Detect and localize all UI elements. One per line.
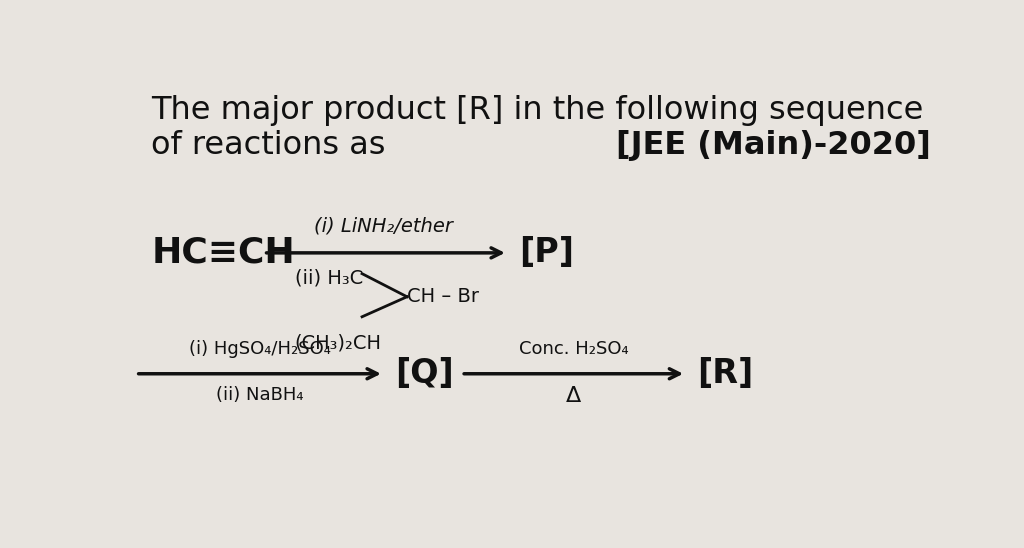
Text: (CH₃)₂CH: (CH₃)₂CH	[295, 334, 382, 353]
Text: [P]: [P]	[519, 236, 574, 270]
Text: (ii) NaBH₄: (ii) NaBH₄	[216, 386, 303, 404]
Text: Δ: Δ	[566, 386, 582, 406]
Text: (ii) H₃C: (ii) H₃C	[295, 269, 362, 287]
Text: [R]: [R]	[697, 357, 754, 390]
Text: (i) HgSO₄/H₂SO₄: (i) HgSO₄/H₂SO₄	[188, 340, 331, 358]
Text: [Q]: [Q]	[395, 357, 454, 390]
Text: of reactions as: of reactions as	[152, 130, 386, 161]
Text: Conc. H₂SO₄: Conc. H₂SO₄	[519, 340, 629, 358]
Text: CH – Br: CH – Br	[407, 287, 479, 306]
Text: HC≡CH: HC≡CH	[152, 236, 295, 270]
Text: [JEE (Main)-2020]: [JEE (Main)-2020]	[616, 130, 931, 161]
Text: The major product [R] in the following sequence: The major product [R] in the following s…	[152, 95, 924, 126]
Text: (i) LiNH₂/ether: (i) LiNH₂/ether	[314, 216, 454, 235]
